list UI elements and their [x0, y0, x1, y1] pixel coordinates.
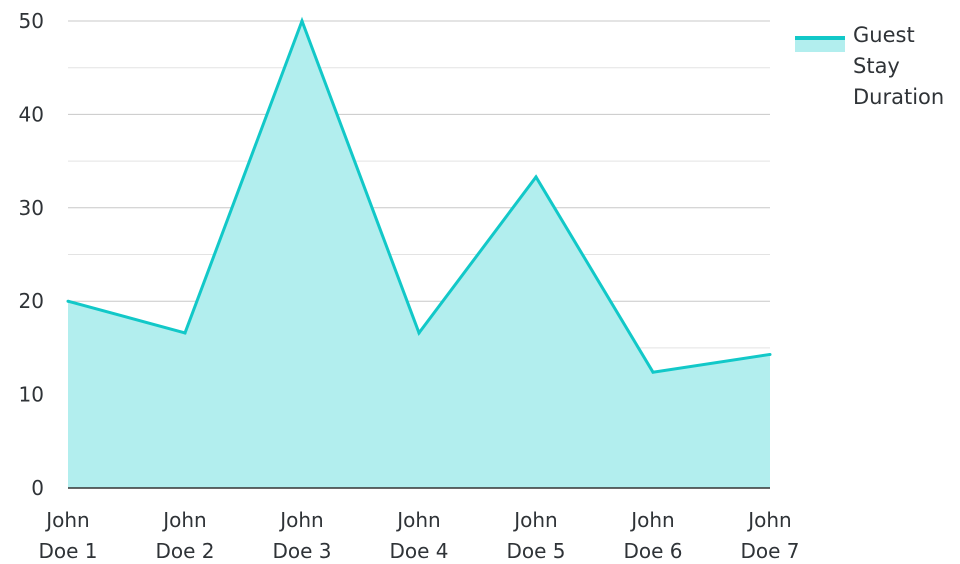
y-tick-label: 20 — [19, 289, 44, 313]
data-point — [652, 371, 655, 374]
x-tick-label: John Doe 3 — [272, 508, 331, 560]
x-tick-label: John Doe 7 — [740, 508, 799, 560]
x-tick-label: John Doe 1 — [38, 508, 97, 560]
legend-swatch-fill — [795, 40, 845, 52]
y-tick-label: 0 — [31, 476, 44, 500]
data-point — [301, 20, 304, 23]
data-point — [535, 175, 538, 178]
data-point — [67, 300, 70, 303]
data-point — [418, 331, 421, 334]
x-tick-label: John Doe 2 — [155, 508, 214, 560]
y-tick-label: 40 — [19, 102, 44, 126]
series-line — [68, 21, 770, 372]
y-tick-label: 50 — [19, 9, 44, 33]
x-tick-label: John Doe 4 — [389, 508, 448, 560]
y-tick-label: 30 — [19, 196, 44, 220]
legend: Guest Stay Duration — [795, 20, 955, 113]
legend-swatch-line — [795, 36, 845, 40]
data-point — [769, 353, 772, 356]
legend-swatch — [795, 26, 845, 52]
data-point — [184, 331, 187, 334]
x-tick-label: John Doe 5 — [506, 508, 565, 560]
y-tick-label: 10 — [19, 383, 44, 407]
legend-label: Guest Stay Duration — [853, 20, 941, 113]
x-tick-label: John Doe 6 — [623, 508, 682, 560]
